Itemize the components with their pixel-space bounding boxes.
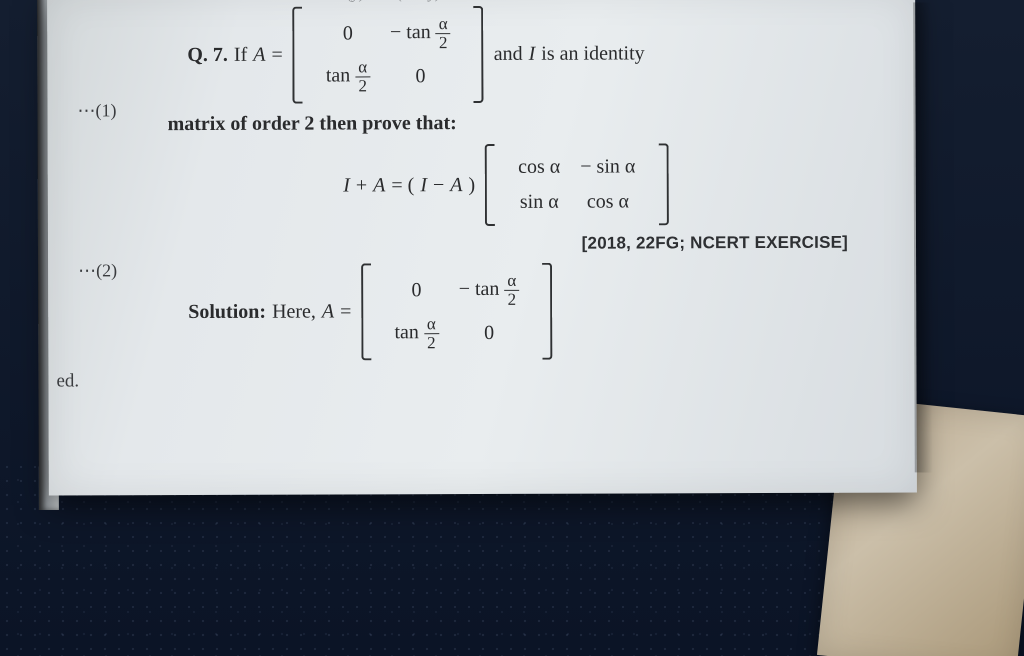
frac-r0c1: α2 <box>436 15 451 52</box>
question-line-1: Q. 7. If A = 0 − tan α2 <box>187 5 887 105</box>
plus-sign: + <box>356 171 367 200</box>
cutoff-previous-line: (y) = F (x + y) <box>347 0 441 6</box>
close-paren: ) <box>468 171 475 200</box>
rhs-I: I <box>420 171 427 200</box>
question-number: Q. 7. <box>187 41 228 70</box>
var-I: I <box>529 40 536 69</box>
lhs-A: A <box>373 171 385 200</box>
m-r0c0: 0 <box>325 14 371 53</box>
sm-r0c0: 0 <box>393 271 439 310</box>
source-citation: [2018, 22FG; NCERT EXERCISE] <box>582 231 848 257</box>
sm-r1c1: 0 <box>458 314 521 353</box>
m-r0c1: − tan α2 <box>389 14 452 53</box>
margin-note-ed: ed. <box>56 367 79 395</box>
text-and: and <box>494 40 523 69</box>
frac-r1c0: α2 <box>355 58 370 95</box>
question-line-2: matrix of order 2 then prove that: <box>168 108 888 140</box>
source-line: [2018, 22FG; NCERT EXERCISE] <box>128 231 888 258</box>
sm-r0c1: − tan α2 <box>458 271 521 310</box>
margin-note-2: ⋯(2) <box>78 257 117 283</box>
identity-equation: I + A = ( I − A ) cos α − sin α sin α <box>128 143 888 228</box>
page-content: (y) = F (x + y) ⋯(1) ⋯(2) ed. Q. 7. If A… <box>127 0 888 368</box>
m-r1c0: tan α2 <box>325 57 371 96</box>
rot-r0c0: cos α <box>517 152 561 183</box>
rot-r0c1: − sin α <box>579 152 636 183</box>
solution-matrix-A: 0 − tan α2 tan α2 0 <box>359 263 554 361</box>
rot-r1c1: cos α <box>579 187 636 218</box>
photo-scene: (y) = F (x + y) ⋯(1) ⋯(2) ed. Q. 7. If A… <box>0 0 1024 656</box>
sol-var-A: A <box>322 298 334 327</box>
textbook-page: (y) = F (x + y) ⋯(1) ⋯(2) ed. Q. 7. If A… <box>47 0 917 496</box>
margin-note-1: ⋯(1) <box>77 97 116 123</box>
text-if: If <box>234 41 247 70</box>
rotation-matrix: cos α − sin α sin α cos α <box>483 144 671 227</box>
equals-sign: = <box>271 41 282 70</box>
solution-label: Solution: <box>188 298 266 327</box>
text-prove: matrix of order 2 then prove that: <box>168 109 457 139</box>
rot-r1c0: sin α <box>517 187 561 218</box>
lhs-I: I <box>343 171 350 200</box>
solution-line: Solution: Here, A = 0 − tan α2 <box>188 262 888 362</box>
matrix-A: 0 − tan α2 tan α2 0 <box>291 6 486 104</box>
text-identity: is an identity <box>541 40 644 69</box>
eq-open: = ( <box>391 171 414 200</box>
m-r1c1: 0 <box>389 57 452 96</box>
text-here: Here, <box>272 298 316 327</box>
var-A: A <box>253 41 265 70</box>
minus-sign: − <box>433 171 444 200</box>
sol-eq: = <box>340 298 351 327</box>
rhs-A: A <box>450 171 462 200</box>
sm-r1c0: tan α2 <box>393 314 439 353</box>
